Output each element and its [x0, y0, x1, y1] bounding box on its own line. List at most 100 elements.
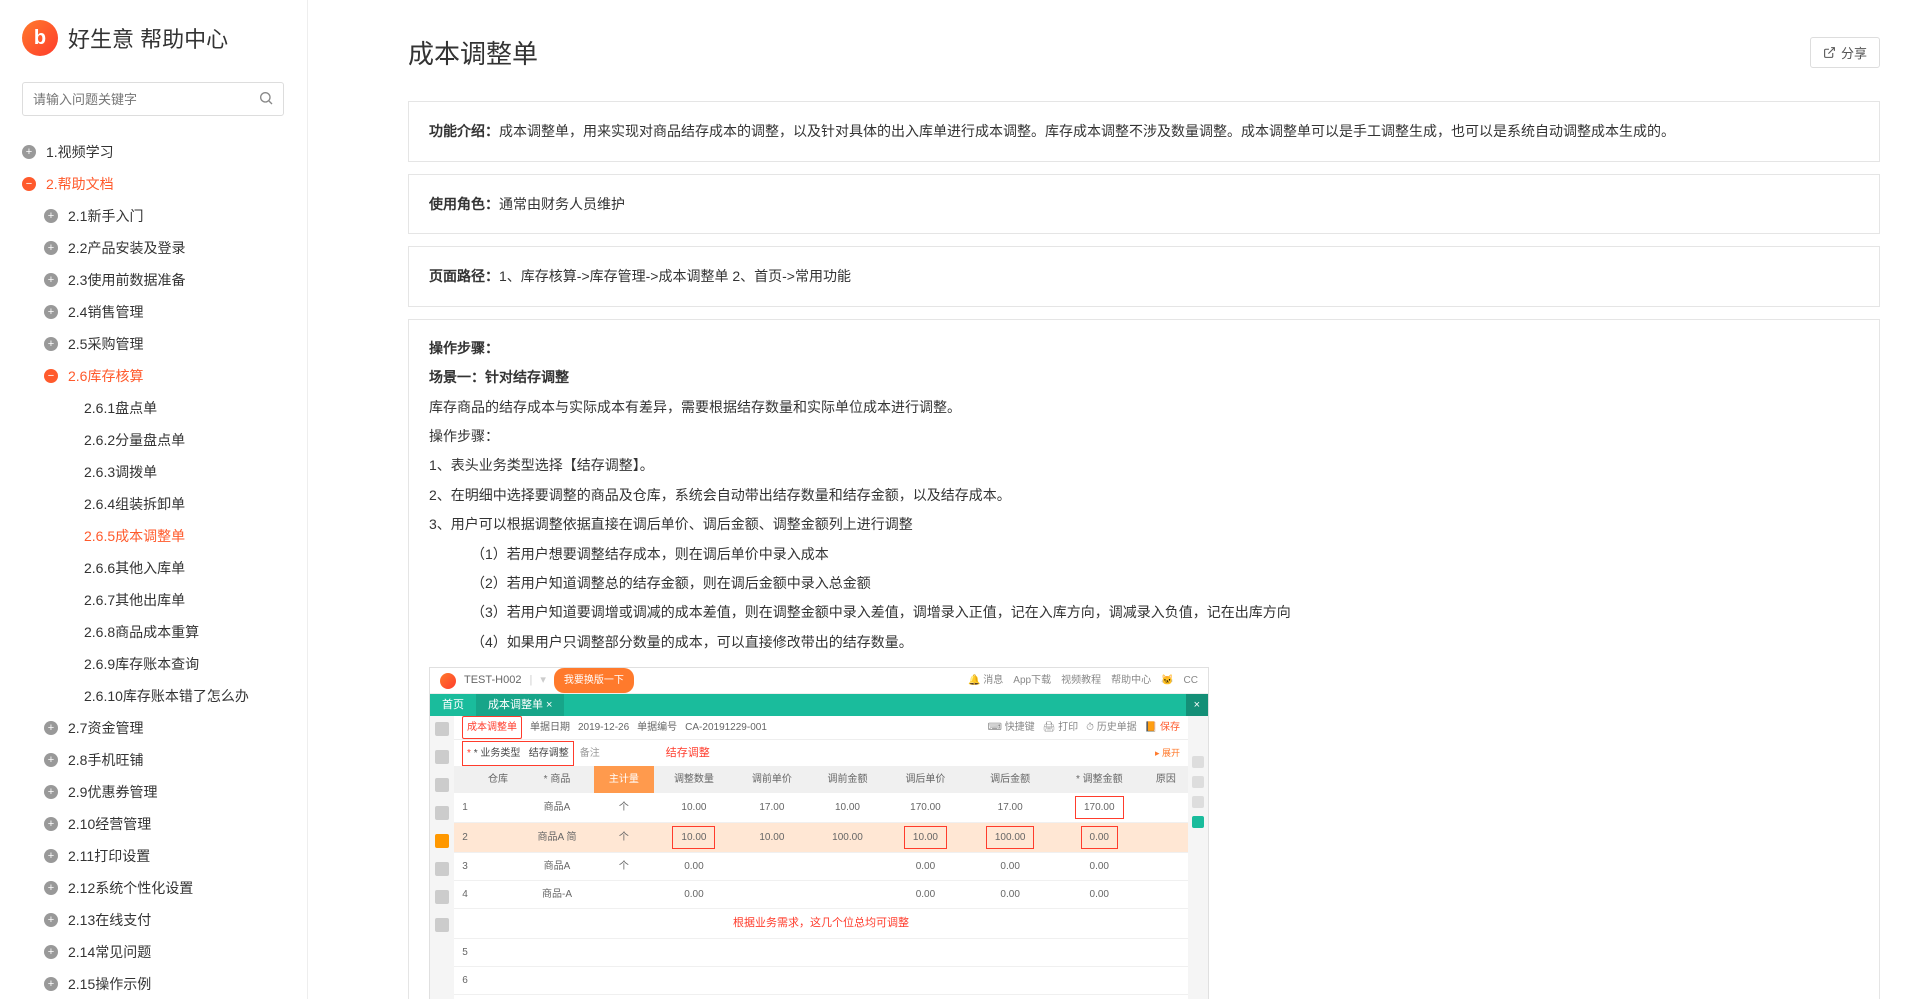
col-bp: 调前单价	[734, 766, 810, 793]
shot-save-btn[interactable]: 📙 保存	[1145, 717, 1180, 738]
shot-msg-icon[interactable]: 🔔 消息	[968, 670, 1003, 691]
nav-l3-2[interactable]: 2.6.2分量盘点单	[22, 424, 307, 456]
col-qty: 调整数量	[654, 766, 734, 793]
plus-icon: +	[22, 145, 36, 159]
shot-tabs-close[interactable]: ×	[1186, 694, 1208, 717]
col-ap: 调后单价	[885, 766, 965, 793]
nav-l2-3[interactable]: +2.3使用前数据准备	[22, 264, 307, 296]
nav-l2-10[interactable]: +2.10经营管理	[22, 808, 307, 840]
nav-l2-9[interactable]: +2.9优惠券管理	[22, 776, 307, 808]
plus-icon: +	[44, 753, 58, 767]
rr-icon[interactable]	[1192, 796, 1204, 808]
shot-biztype-field[interactable]: * * 业务类型 结存调整	[462, 741, 574, 766]
nav-l2-4[interactable]: +2.4销售管理	[22, 296, 307, 328]
shot-video-link[interactable]: 视频教程	[1061, 670, 1101, 691]
nav-l3-6[interactable]: 2.6.6其他入库单	[22, 552, 307, 584]
nav-l2-12[interactable]: +2.12系统个性化设置	[22, 872, 307, 904]
col-ba: 调前金额	[810, 766, 886, 793]
rail-icon[interactable]	[435, 918, 449, 932]
shot-memo-label: 备注	[580, 743, 600, 764]
nav-l2-6[interactable]: −2.6库存核算	[22, 360, 307, 392]
nav-l2-8[interactable]: +2.8手机旺铺	[22, 744, 307, 776]
nav-l2-2[interactable]: +2.2产品安装及登录	[22, 232, 307, 264]
rr-icon[interactable]	[1192, 756, 1204, 768]
shot-hist[interactable]: ⏱ 历史单据	[1086, 717, 1137, 738]
shot-switch-btn[interactable]: 我要换版一下	[554, 668, 634, 693]
nav-l2-15[interactable]: +2.15操作示例	[22, 968, 307, 999]
nav-l3-4[interactable]: 2.6.4组装拆卸单	[22, 488, 307, 520]
brand-title: 好生意 帮助中心	[68, 22, 228, 54]
rail-icon-active[interactable]	[435, 834, 449, 848]
share-button[interactable]: 分享	[1810, 37, 1880, 68]
col-prod: * 商品	[520, 766, 594, 793]
shot-org: TEST-H002	[464, 669, 521, 692]
table-row[interactable]: 4商品-A0.000.000.000.00	[454, 881, 1188, 909]
search-icon[interactable]	[258, 90, 274, 109]
search-input[interactable]	[22, 82, 284, 116]
table-row[interactable]: 5	[454, 939, 1188, 967]
rail-icon[interactable]	[435, 750, 449, 764]
share-icon	[1823, 46, 1836, 59]
shot-tab-home[interactable]: 首页	[430, 694, 476, 717]
plus-icon: +	[44, 305, 58, 319]
rail-icon[interactable]	[435, 778, 449, 792]
shot-topbar: TEST-H002 | ▾ 我要换版一下 🔔 消息 App下载 视频教程 帮助中…	[430, 668, 1208, 694]
plus-icon: +	[44, 849, 58, 863]
nav-l3-10[interactable]: 2.6.10库存账本错了怎么办	[22, 680, 307, 712]
table-row[interactable]: 1商品A个10.0017.0010.00170.0017.00170.00	[454, 793, 1188, 823]
col-adj: * 调整金额	[1055, 766, 1144, 793]
steps-s3b: （2）若用户知道调整总的结存金额，则在调后金额中录入总金额	[429, 569, 1859, 598]
main-content: 成本调整单 分享 功能介绍：成本调整单，用来实现对商品结存成本的调整，以及针对具…	[308, 0, 1920, 999]
nav-l2-5[interactable]: +2.5采购管理	[22, 328, 307, 360]
nav-l3-7[interactable]: 2.6.7其他出库单	[22, 584, 307, 616]
col-unit: 主计量	[594, 766, 654, 793]
rail-icon[interactable]	[435, 890, 449, 904]
shot-print[interactable]: 🖨 打印	[1043, 717, 1078, 738]
rr-icon-active[interactable]	[1192, 816, 1204, 828]
path-label: 页面路径：	[429, 268, 499, 284]
rail-icon[interactable]	[435, 862, 449, 876]
nav-l2-14[interactable]: +2.14常见问题	[22, 936, 307, 968]
table-row[interactable]: 3商品A个0.000.000.000.00	[454, 853, 1188, 881]
shot-expand-icon[interactable]: ▸ 展开	[1155, 744, 1180, 763]
plus-icon: +	[44, 273, 58, 287]
nav-tree: +1.视频学习 −2.帮助文档 +2.1新手入门 +2.2产品安装及登录 +2.…	[22, 136, 307, 999]
shot-help-link[interactable]: 帮助中心	[1111, 670, 1151, 691]
nav-l3-9[interactable]: 2.6.9库存账本查询	[22, 648, 307, 680]
shot-avatar-icon[interactable]: 🐱	[1161, 670, 1173, 691]
rail-icon[interactable]	[435, 722, 449, 736]
plus-icon: +	[44, 913, 58, 927]
steps-s1: 1、表头业务类型选择【结存调整】。	[429, 451, 1859, 480]
shot-quick[interactable]: ⌨ 快捷键	[987, 717, 1034, 738]
steps-p2: 操作步骤：	[429, 422, 1859, 451]
shot-app-link[interactable]: App下载	[1013, 670, 1051, 691]
nav-l2-13[interactable]: +2.13在线支付	[22, 904, 307, 936]
nav-l3-1[interactable]: 2.6.1盘点单	[22, 392, 307, 424]
shot-tab-current[interactable]: 成本调整单 ×	[476, 694, 564, 717]
nav-l2-1[interactable]: +2.1新手入门	[22, 200, 307, 232]
nav-l3-8[interactable]: 2.6.8商品成本重算	[22, 616, 307, 648]
table-row[interactable]: 2商品A 简个10.0010.00100.0010.00100.000.00	[454, 823, 1188, 853]
col-wh: 仓库	[476, 766, 520, 793]
col-aa: 调后金额	[966, 766, 1055, 793]
shot-logo-icon	[440, 673, 456, 689]
steps-block: 操作步骤： 场景一：针对结存调整 库存商品的结存成本与实际成本有差异，需要根据结…	[408, 319, 1880, 999]
shot-tabs: 首页 成本调整单 × ×	[430, 694, 1208, 716]
shot-anno-label: 结存调整	[666, 742, 710, 765]
nav-l2-11[interactable]: +2.11打印设置	[22, 840, 307, 872]
nav-l1-docs[interactable]: −2.帮助文档	[22, 168, 307, 200]
nav-l3-5[interactable]: 2.6.5成本调整单	[22, 520, 307, 552]
nav-l2-7[interactable]: +2.7资金管理	[22, 712, 307, 744]
nav-l3-3[interactable]: 2.6.3调拨单	[22, 456, 307, 488]
plus-icon: +	[44, 977, 58, 991]
shot-date: 2019-12-26	[578, 717, 629, 738]
path-box: 页面路径：1、库存核算->库存管理->成本调整单 2、首页->常用功能	[408, 246, 1880, 307]
page-title: 成本调整单	[408, 34, 538, 71]
rail-icon[interactable]	[435, 806, 449, 820]
plus-icon: +	[44, 241, 58, 255]
nav-l1-video[interactable]: +1.视频学习	[22, 136, 307, 168]
shot-num: CA-20191229-001	[685, 717, 767, 738]
table-row[interactable]: 6	[454, 967, 1188, 995]
table-row[interactable]: 7	[454, 995, 1188, 999]
rr-icon[interactable]	[1192, 776, 1204, 788]
